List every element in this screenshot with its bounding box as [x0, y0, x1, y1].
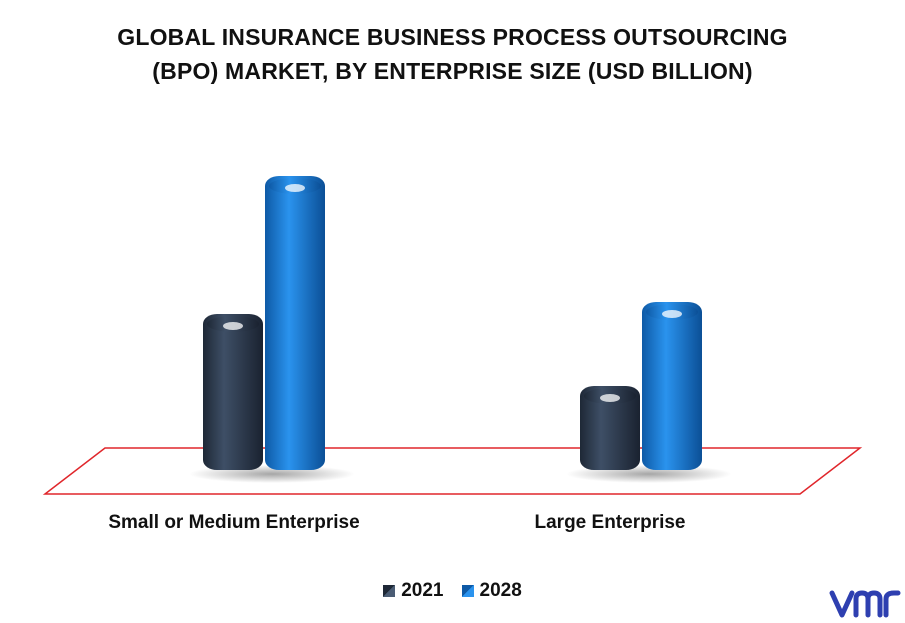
chart-floor — [42, 447, 863, 495]
legend-item-2021: 2021 — [383, 580, 444, 602]
bar-highlight — [662, 310, 682, 318]
bar-body — [580, 386, 640, 470]
chart-title-line-2: (BPO) MARKET, BY ENTERPRISE SIZE (USD BI… — [152, 58, 753, 84]
legend: 2021 2028 — [0, 580, 905, 602]
bar-2021-0 — [203, 314, 263, 470]
bars-layer — [189, 176, 732, 483]
category-label: Large Enterprise — [534, 512, 686, 533]
bar-highlight — [223, 322, 243, 330]
legend-label: 2028 — [479, 580, 522, 601]
legend-swatch-2021 — [383, 585, 396, 597]
vmr-logo-icon — [829, 590, 901, 618]
chart-title: GLOBAL INSURANCE BUSINESS PROCESS OUTSOU… — [0, 20, 905, 88]
chart-title-line-1: GLOBAL INSURANCE BUSINESS PROCESS OUTSOU… — [117, 24, 788, 50]
legend-item-2028: 2028 — [461, 580, 522, 602]
bar-body — [642, 302, 702, 470]
bar-2021-1 — [580, 386, 640, 470]
bar-2028-0 — [265, 176, 325, 470]
bar-highlight — [600, 394, 620, 402]
legend-swatch-2028 — [461, 585, 474, 597]
bar-highlight — [285, 184, 305, 192]
category-label: Small or Medium Enterprise — [108, 512, 360, 533]
bar-2028-1 — [642, 302, 702, 470]
bar-body — [265, 176, 325, 470]
legend-label: 2021 — [401, 580, 444, 601]
bar-body — [203, 314, 263, 470]
